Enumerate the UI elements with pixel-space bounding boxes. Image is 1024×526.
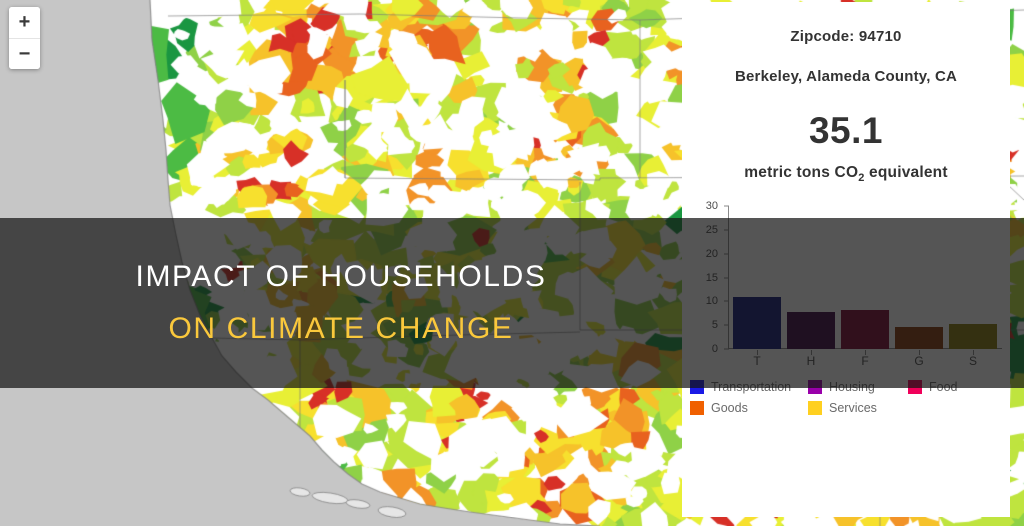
y-tick-mark [724, 277, 729, 279]
y-tick-mark [724, 253, 729, 255]
legend-swatch [690, 401, 704, 416]
y-tick-mark [724, 348, 729, 350]
y-tick-label: 25 [705, 223, 718, 236]
bar-column[interactable] [732, 206, 782, 356]
legend-swatch [808, 380, 822, 395]
y-tick-label: 10 [705, 295, 718, 308]
zoom-out-button[interactable]: − [9, 38, 40, 69]
x-tick-label: G [914, 354, 924, 369]
y-tick-mark [724, 229, 729, 231]
legend-row-top: Transportation Housing Food [690, 380, 990, 395]
units-suffix: equivalent [864, 164, 948, 181]
legend-label: Food [929, 380, 958, 395]
y-tick-label: 15 [705, 271, 718, 284]
bar-food[interactable] [840, 310, 890, 350]
legend-swatch [908, 380, 922, 395]
y-tick-label: 0 [711, 343, 718, 356]
legend-row-bottom: Goods Services [690, 401, 990, 416]
zoom-in-button[interactable]: + [9, 7, 40, 38]
x-tick-label: S [968, 354, 977, 369]
y-tick-label: 20 [705, 247, 718, 260]
x-tick-label: F [861, 354, 869, 369]
chart-plot-area: 0 5 10 15 20 25 30 T H F G S [690, 200, 1002, 368]
bars-container [730, 206, 1000, 356]
y-tick-label: 5 [711, 319, 718, 332]
footprint-value: 35.1 [808, 110, 883, 151]
y-tick-label: 30 [705, 200, 718, 213]
bar-housing[interactable] [786, 311, 836, 350]
legend-item-transportation[interactable]: Transportation [690, 380, 808, 395]
bar-services[interactable] [948, 323, 998, 350]
bar-column[interactable] [786, 206, 836, 356]
footprint-units: metric tons CO2 equivalent [744, 164, 947, 184]
x-tick-label: T [753, 354, 761, 369]
place-label: Berkeley, Alameda County, CA [734, 68, 958, 85]
y-tick-mark [724, 324, 729, 326]
legend-swatch [808, 401, 822, 416]
legend-label: Goods [711, 401, 748, 416]
map-zoom-controls[interactable]: + − [9, 7, 40, 69]
legend-label: Housing [829, 380, 875, 395]
bar-transportation[interactable] [732, 296, 782, 350]
legend-item-goods[interactable]: Goods [690, 401, 808, 416]
legend-label: Transportation [711, 380, 792, 395]
legend-label: Services [829, 401, 877, 416]
y-tick-mark [724, 300, 729, 302]
legend-item-housing[interactable]: Housing [808, 380, 908, 395]
x-tick-label: H [806, 354, 816, 369]
bar-goods[interactable] [894, 327, 944, 350]
bar-column[interactable] [948, 206, 998, 356]
zipcode-label: Zipcode: 94710 [790, 28, 902, 45]
units-subscript: 2 [858, 172, 865, 185]
zipcode-info-panel: Zipcode: 94710 Berkeley, Alameda County,… [682, 2, 1010, 517]
units-prefix: metric tons CO [744, 164, 859, 181]
bar-column[interactable] [840, 206, 890, 356]
legend-item-services[interactable]: Services [808, 401, 908, 416]
y-tick-mark [724, 205, 729, 207]
legend-item-food[interactable]: Food [908, 380, 978, 395]
breakdown-bar-chart: 0 5 10 15 20 25 30 T H F G S Transportation Housing… [690, 200, 1002, 422]
legend-swatch [690, 380, 704, 395]
y-axis: 0 5 10 15 20 25 30 [690, 200, 724, 364]
chart-legend: Transportation Housing Food Goods Services [690, 380, 990, 416]
bar-column[interactable] [894, 206, 944, 356]
